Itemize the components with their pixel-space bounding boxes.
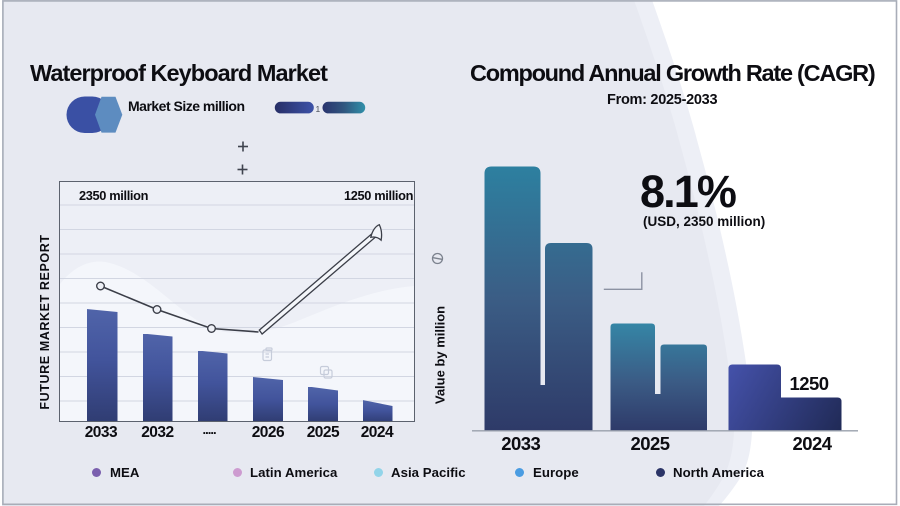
svg-text:1: 1 bbox=[316, 104, 321, 114]
